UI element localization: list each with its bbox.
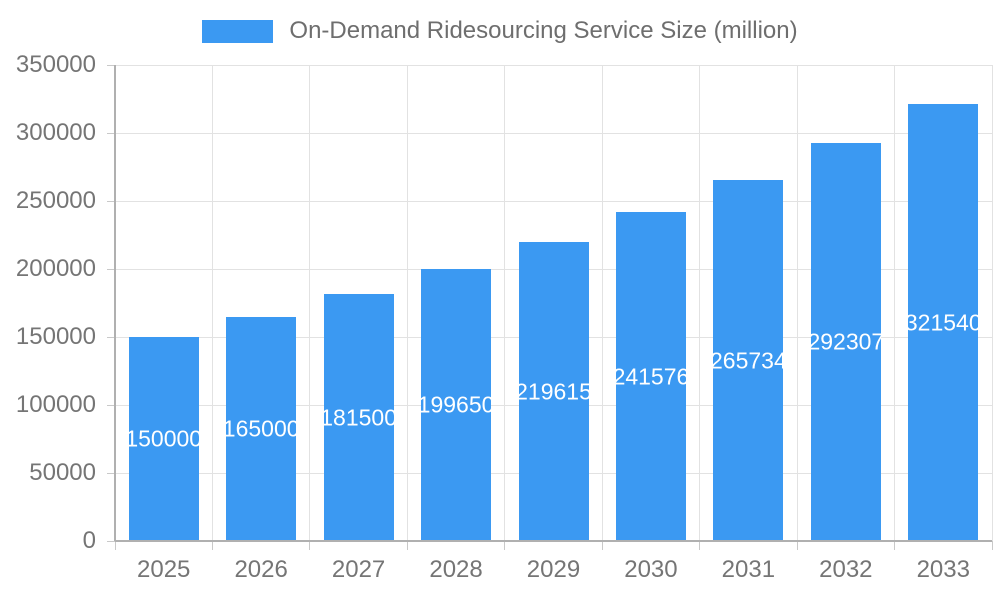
x-axis-tick bbox=[406, 541, 408, 550]
x-tick-label: 2030 bbox=[624, 556, 678, 583]
y-tick-label: 0 bbox=[82, 527, 96, 554]
v-gridline bbox=[211, 65, 213, 541]
h-gridline bbox=[115, 132, 992, 134]
y-axis-tick bbox=[107, 336, 115, 338]
bar-value-label: 321540 bbox=[908, 309, 979, 335]
y-tick-label: 200000 bbox=[15, 255, 96, 282]
x-axis-tick bbox=[991, 541, 993, 550]
bar: 165000 bbox=[226, 317, 297, 541]
y-axis-tick bbox=[107, 64, 115, 66]
x-axis-tick bbox=[699, 541, 701, 550]
bar-value-label: 219615 bbox=[518, 378, 589, 404]
x-axis-tick bbox=[894, 541, 896, 550]
legend-item[interactable]: On-Demand Ridesourcing Service Size (mil… bbox=[202, 17, 798, 45]
v-gridline bbox=[894, 65, 896, 541]
y-axis-tick bbox=[107, 540, 115, 542]
bar: 219615 bbox=[518, 242, 589, 541]
y-tick-label: 50000 bbox=[29, 459, 96, 486]
y-axis-tick bbox=[107, 200, 115, 202]
x-tick-label: 2033 bbox=[916, 556, 970, 583]
x-tick-label: 2029 bbox=[526, 556, 581, 583]
bar: 241576 bbox=[615, 212, 686, 541]
x-axis-line bbox=[115, 540, 992, 542]
x-tick-label: 2032 bbox=[819, 556, 873, 583]
v-gridline bbox=[406, 65, 408, 541]
legend-color-swatch bbox=[202, 19, 274, 43]
x-axis-tick bbox=[114, 541, 116, 550]
h-gridline bbox=[115, 64, 992, 66]
bar-value-label: 181500 bbox=[323, 404, 394, 430]
x-axis-tick bbox=[211, 541, 213, 550]
bar: 199650 bbox=[421, 269, 492, 541]
v-gridline bbox=[796, 65, 798, 541]
x-axis-tick bbox=[309, 541, 311, 550]
bar-value-label: 165000 bbox=[226, 415, 297, 442]
y-axis-line bbox=[114, 65, 116, 541]
y-axis-tick bbox=[107, 132, 115, 134]
v-gridline bbox=[504, 65, 506, 541]
bar-value-label: 150000 bbox=[128, 425, 199, 452]
bar-value-label: 265734 bbox=[713, 347, 784, 373]
y-tick-label: 300000 bbox=[15, 119, 96, 146]
x-tick-label: 2027 bbox=[331, 556, 386, 583]
x-axis-tick bbox=[504, 541, 506, 550]
x-tick-label: 2028 bbox=[429, 556, 483, 583]
x-axis-tick bbox=[796, 541, 798, 550]
x-tick-label: 2031 bbox=[721, 556, 776, 583]
bar: 265734 bbox=[713, 180, 784, 541]
y-tick-label: 100000 bbox=[15, 391, 96, 418]
x-tick-label: 2026 bbox=[234, 556, 288, 583]
y-tick-label: 350000 bbox=[15, 51, 96, 78]
bar-value-label: 241576 bbox=[615, 363, 686, 389]
y-axis-tick bbox=[107, 472, 115, 474]
bar: 321540 bbox=[908, 104, 979, 541]
y-tick-label: 250000 bbox=[15, 187, 96, 214]
v-gridline bbox=[699, 65, 701, 541]
x-axis-tick bbox=[601, 541, 603, 550]
bar: 150000 bbox=[128, 337, 199, 541]
bar: 292307 bbox=[810, 143, 881, 541]
v-gridline bbox=[601, 65, 603, 541]
v-gridline bbox=[309, 65, 311, 541]
legend-series-label: On-Demand Ridesourcing Service Size (mil… bbox=[289, 17, 798, 44]
y-tick-label: 150000 bbox=[15, 323, 96, 350]
bar: 181500 bbox=[323, 294, 394, 541]
bar-value-label: 199650 bbox=[421, 391, 492, 418]
bar-value-label: 292307 bbox=[810, 328, 881, 355]
y-axis-tick bbox=[107, 268, 115, 270]
h-gridline bbox=[115, 200, 992, 202]
x-tick-label: 2025 bbox=[137, 556, 191, 583]
chart-legend: On-Demand Ridesourcing Service Size (mil… bbox=[0, 17, 1000, 45]
v-gridline bbox=[991, 65, 993, 541]
y-axis-tick bbox=[107, 404, 115, 406]
